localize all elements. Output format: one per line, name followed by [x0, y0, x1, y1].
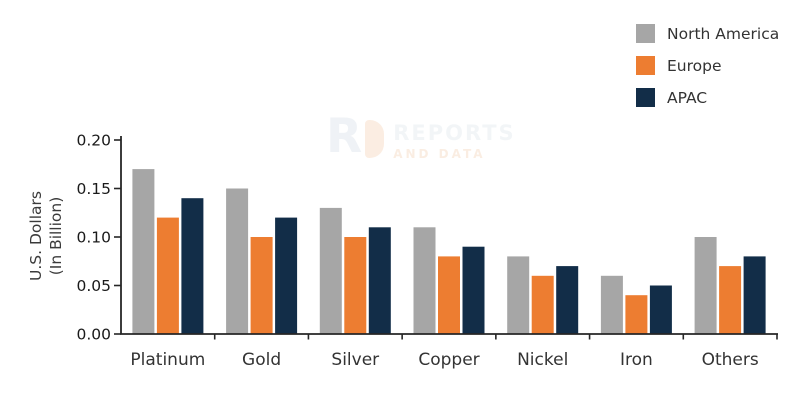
x-category-label: Others	[702, 350, 759, 370]
bar	[462, 246, 485, 334]
bar	[556, 266, 579, 334]
legend-swatch-apac	[636, 88, 655, 107]
bar	[132, 169, 155, 334]
legend-swatch-europe	[636, 56, 655, 75]
y-tick-label: 0.00	[76, 326, 111, 344]
bar	[275, 217, 298, 334]
legend: North America Europe APAC	[636, 24, 779, 107]
bar	[600, 275, 623, 334]
x-category-label: Copper	[418, 350, 479, 370]
legend-swatch-north-america	[636, 24, 655, 43]
bar	[344, 237, 367, 334]
bar	[413, 227, 436, 334]
x-category-label: Iron	[620, 350, 653, 370]
bar	[694, 237, 717, 334]
y-tick-label: 0.15	[76, 180, 111, 198]
y-tick-label: 0.05	[76, 277, 111, 295]
bar	[319, 207, 342, 334]
x-category-label: Gold	[242, 350, 281, 370]
bar	[156, 217, 179, 334]
bar	[743, 256, 766, 334]
y-tick-label: 0.20	[76, 132, 111, 150]
legend-item-north-america: North America	[636, 24, 779, 43]
x-category-label: Silver	[331, 350, 379, 370]
legend-item-europe: Europe	[636, 56, 779, 75]
legend-item-apac: APAC	[636, 88, 779, 107]
legend-label: North America	[667, 24, 780, 43]
bar	[181, 198, 204, 334]
legend-label: Europe	[667, 56, 722, 75]
y-axis-title-line2: (In Billion)	[47, 196, 65, 276]
y-axis-title: U.S. Dollars (In Billion)	[26, 191, 66, 281]
bar	[226, 188, 249, 334]
bar	[649, 285, 672, 334]
x-category-label: Platinum	[130, 350, 205, 370]
bar	[719, 266, 742, 334]
bar	[438, 256, 460, 334]
y-axis-title-line1: U.S. Dollars	[26, 191, 45, 281]
x-category-label: Nickel	[517, 350, 568, 370]
legend-label: APAC	[667, 88, 708, 107]
y-tick-label: 0.10	[76, 229, 111, 247]
bar	[368, 227, 391, 334]
bar	[250, 237, 273, 334]
bar	[625, 295, 648, 334]
bar	[507, 256, 530, 334]
bar	[531, 275, 554, 334]
